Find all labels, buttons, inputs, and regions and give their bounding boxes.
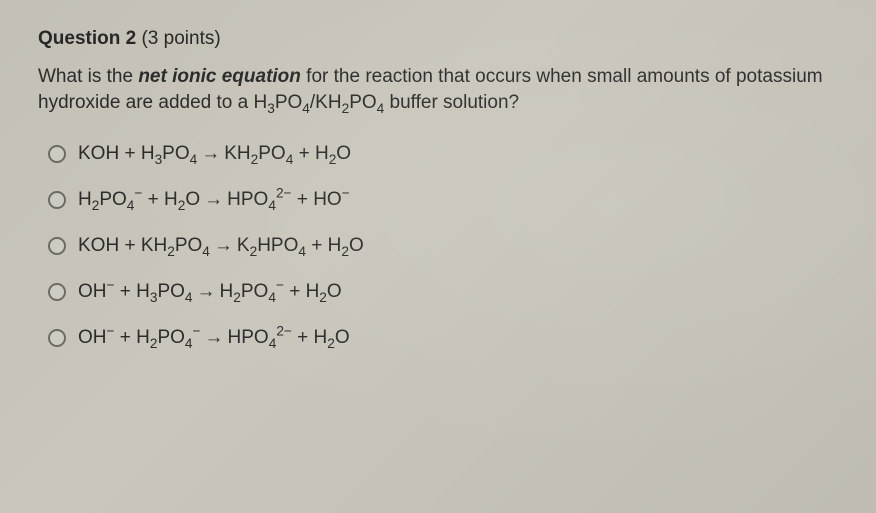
formula-sub: 4 [268,198,276,213]
prompt-text: PO [275,92,302,113]
formula-sub: 2 [233,290,241,305]
formula-text: + H [284,281,319,302]
option-label: OH− + H2PO4− → HPO42− + H2O [78,327,350,349]
formula-text: PO [157,281,184,302]
arrow-icon: → [214,235,233,257]
formula-text: PO [162,143,189,164]
prompt-em: net ionic equation [138,66,301,87]
formula-sub: 2 [319,290,327,305]
arrow-icon: → [201,143,220,165]
arrow-icon: → [205,327,224,349]
arrow-icon: → [204,189,223,211]
formula-text: + H [114,281,149,302]
prompt-text: What is the [38,66,138,87]
formula-sub: 4 [268,290,276,305]
formula-text: O [336,143,351,164]
option-row[interactable]: OH− + H2PO4− → HPO42− + H2O [48,327,838,349]
option-row[interactable]: OH− + H3PO4 → H2PO4− + H2O [48,281,838,303]
formula-sub: 2 [167,244,175,259]
radio-icon[interactable] [48,329,66,347]
formula-sub: 2 [327,336,335,351]
formula-text: HPO [257,235,298,256]
formula-text: PO [157,327,184,348]
formula-text: HPO [227,189,268,210]
option-label: OH− + H3PO4 → H2PO4− + H2O [78,281,342,303]
radio-icon[interactable] [48,283,66,301]
option-row[interactable]: KOH + KH2PO4 → K2HPO4 + H2O [48,235,838,257]
formula-text: KOH + H [78,143,155,164]
question-number: Question 2 [38,28,136,49]
formula-sub: 4 [202,244,210,259]
formula-sup: 2− [276,324,292,339]
formula-sub: 2 [341,244,349,259]
option-label: H2PO4− + H2O → HPO42− + HO− [78,189,350,211]
formula-text: + H [306,235,341,256]
formula-text: + HO [292,189,342,210]
formula-sub: 4 [190,152,198,167]
question-prompt: What is the net ionic equation for the r… [38,64,828,115]
formula-sub: 4 [185,290,193,305]
formula-text: PO [241,281,268,302]
prompt-sub: 4 [302,100,310,115]
formula-text: H [78,189,92,210]
formula-sup: 2− [276,186,292,201]
formula-sup: − [276,278,284,293]
radio-icon[interactable] [48,191,66,209]
formula-sub: 4 [185,336,193,351]
question-points: (3 points) [141,28,220,49]
option-label: KOH + KH2PO4 → K2HPO4 + H2O [78,235,364,257]
options-list: KOH + H3PO4 → KH2PO4 + H2OH2PO4− + H2O →… [38,143,838,349]
formula-sub: 4 [298,244,306,259]
prompt-text: buffer solution? [384,92,519,113]
question-header: Question 2 (3 points) [38,28,838,50]
formula-text: PO [175,235,202,256]
formula-text: + H [114,327,149,348]
radio-icon[interactable] [48,145,66,163]
question-card: Question 2 (3 points) What is the net io… [0,0,876,513]
formula-text: OH [78,327,107,348]
formula-text: O [349,235,364,256]
option-row[interactable]: KOH + H3PO4 → KH2PO4 + H2O [48,143,838,165]
prompt-text: /KH [310,92,342,113]
formula-text: O [185,189,200,210]
formula-text: PO [258,143,285,164]
formula-text: KOH + KH [78,235,167,256]
prompt-sub: 3 [267,100,275,115]
formula-text: O [327,281,342,302]
formula-sup: − [342,186,350,201]
formula-text: HPO [228,327,269,348]
formula-sup: − [193,324,201,339]
formula-text: KH [224,143,250,164]
formula-text: O [335,327,350,348]
option-row[interactable]: H2PO4− + H2O → HPO42− + HO− [48,189,838,211]
formula-text: + H [142,189,177,210]
prompt-text: PO [349,92,376,113]
formula-text: + H [293,143,328,164]
arrow-icon: → [197,281,216,303]
formula-text: H [220,281,234,302]
formula-text: K [237,235,250,256]
option-label: KOH + H3PO4 → KH2PO4 + H2O [78,143,351,165]
formula-text: PO [99,189,126,210]
radio-icon[interactable] [48,237,66,255]
formula-text: + H [292,327,327,348]
formula-text: OH [78,281,107,302]
